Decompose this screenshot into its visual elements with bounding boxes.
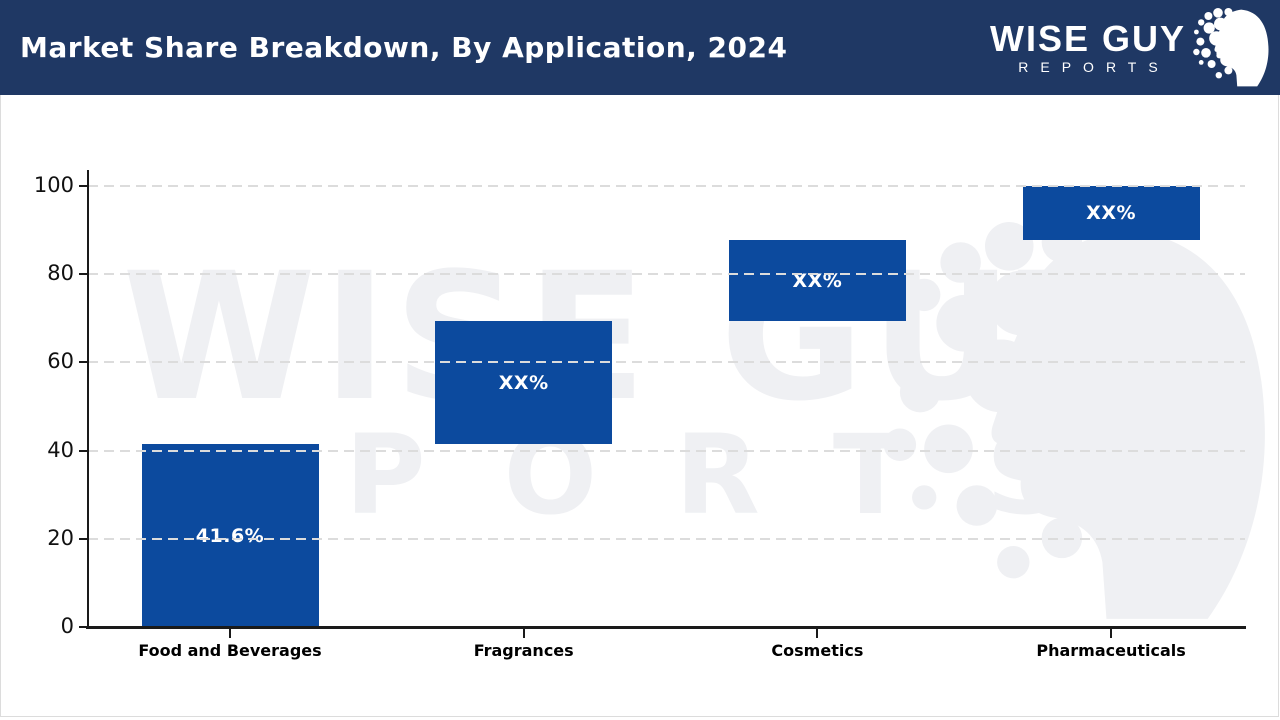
logo-text: WISE GUY REPORTS bbox=[990, 20, 1186, 76]
x-label-pharmaceuticals: Pharmaceuticals bbox=[1036, 641, 1186, 660]
y-tick-mark bbox=[79, 273, 87, 275]
wiseguy-logo: WISE GUY REPORTS bbox=[990, 6, 1270, 90]
logo-subtitle: REPORTS bbox=[1018, 59, 1170, 75]
gridline-y-100 bbox=[88, 185, 1245, 187]
y-tick-label: 80 bbox=[47, 261, 74, 285]
x-tick-mark bbox=[816, 629, 819, 638]
y-tick-mark bbox=[79, 361, 87, 363]
logo-face-icon bbox=[1193, 8, 1269, 87]
y-tick-label: 20 bbox=[47, 526, 74, 550]
x-label-fragrances: Fragrances bbox=[473, 641, 574, 660]
y-tick-label: 60 bbox=[47, 349, 74, 373]
y-tick-label: 0 bbox=[60, 614, 74, 638]
gridline-y-80 bbox=[88, 273, 1245, 275]
bar-value-label: XX% bbox=[1086, 202, 1137, 224]
y-tick-mark bbox=[79, 450, 87, 452]
x-tick-mark bbox=[1110, 629, 1113, 638]
x-label-cosmetics: Cosmetics bbox=[771, 641, 864, 660]
logo-wordmark: WISE GUY bbox=[989, 18, 1186, 59]
gridline-y-40 bbox=[88, 450, 1245, 452]
y-axis-line bbox=[87, 170, 89, 629]
bar-cosmetics: XX% bbox=[728, 240, 906, 321]
bar-value-label: XX% bbox=[792, 269, 843, 292]
y-tick-label: 100 bbox=[33, 173, 74, 197]
page-title: Market Share Breakdown, By Application, … bbox=[20, 31, 788, 64]
header: Market Share Breakdown, By Application, … bbox=[0, 0, 1280, 95]
y-tick-mark bbox=[79, 538, 87, 540]
y-tick-label: 40 bbox=[47, 438, 74, 462]
gridline-y-60 bbox=[88, 361, 1245, 363]
x-label-food-and-beverages: Food and Beverages bbox=[138, 641, 322, 660]
x-axis-line bbox=[86, 626, 1246, 629]
bar-fragrances: XX% bbox=[435, 321, 613, 444]
bar-value-label: XX% bbox=[498, 371, 549, 394]
bar-food-and-beverages: 41.6% bbox=[141, 444, 319, 627]
x-tick-mark bbox=[229, 629, 231, 638]
bar-value-label: 41.6% bbox=[195, 524, 265, 547]
x-tick-mark bbox=[522, 629, 525, 638]
y-tick-mark bbox=[79, 626, 87, 628]
bar-pharmaceuticals: XX% bbox=[1022, 186, 1200, 240]
y-tick-mark bbox=[79, 185, 87, 187]
gridline-y-20 bbox=[88, 538, 1245, 540]
